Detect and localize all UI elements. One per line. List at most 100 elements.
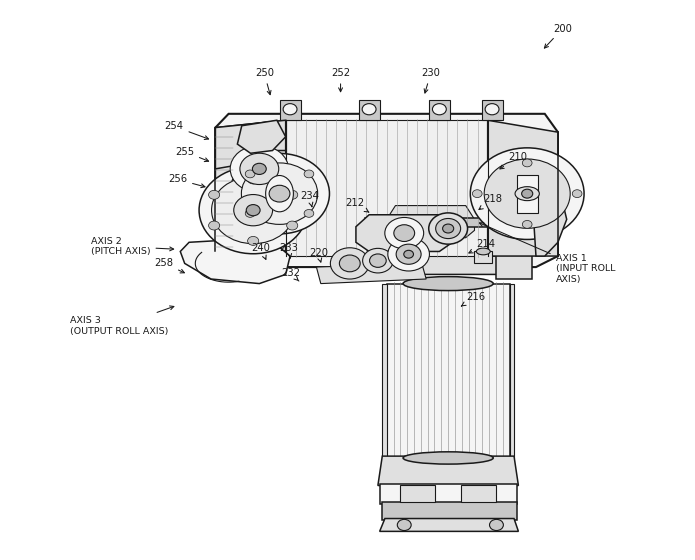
Circle shape bbox=[522, 189, 533, 198]
Circle shape bbox=[229, 153, 329, 234]
Circle shape bbox=[241, 163, 318, 225]
Circle shape bbox=[471, 148, 584, 240]
Polygon shape bbox=[279, 100, 301, 120]
Ellipse shape bbox=[406, 248, 420, 255]
Circle shape bbox=[370, 254, 386, 267]
Text: 230: 230 bbox=[421, 68, 440, 93]
Circle shape bbox=[246, 204, 260, 216]
Circle shape bbox=[484, 159, 570, 228]
Polygon shape bbox=[386, 283, 509, 458]
Circle shape bbox=[362, 104, 376, 115]
Circle shape bbox=[443, 224, 454, 233]
Circle shape bbox=[252, 164, 266, 175]
Circle shape bbox=[304, 170, 314, 178]
Polygon shape bbox=[382, 283, 386, 458]
Polygon shape bbox=[461, 486, 496, 502]
Circle shape bbox=[304, 209, 314, 217]
Circle shape bbox=[247, 175, 259, 184]
Text: 254: 254 bbox=[165, 122, 208, 139]
Circle shape bbox=[199, 167, 307, 254]
Text: 210: 210 bbox=[500, 152, 527, 169]
Text: 218: 218 bbox=[479, 194, 502, 209]
Circle shape bbox=[432, 104, 446, 115]
Circle shape bbox=[385, 217, 424, 249]
Circle shape bbox=[404, 250, 414, 258]
Circle shape bbox=[394, 225, 415, 241]
Text: 234: 234 bbox=[300, 191, 319, 207]
Circle shape bbox=[436, 218, 461, 239]
Circle shape bbox=[339, 255, 360, 272]
Text: 250: 250 bbox=[255, 68, 274, 95]
Polygon shape bbox=[286, 120, 488, 256]
Circle shape bbox=[230, 146, 288, 192]
Polygon shape bbox=[379, 519, 518, 531]
Text: 258: 258 bbox=[154, 258, 184, 273]
Polygon shape bbox=[404, 251, 422, 263]
Polygon shape bbox=[382, 502, 516, 520]
Polygon shape bbox=[386, 206, 475, 237]
Circle shape bbox=[269, 185, 290, 202]
Circle shape bbox=[245, 170, 255, 178]
Circle shape bbox=[245, 209, 255, 217]
Polygon shape bbox=[509, 283, 514, 458]
Polygon shape bbox=[215, 120, 286, 256]
Polygon shape bbox=[400, 486, 435, 502]
Text: 220: 220 bbox=[309, 248, 328, 262]
Ellipse shape bbox=[403, 452, 493, 464]
Circle shape bbox=[398, 519, 411, 530]
Circle shape bbox=[523, 221, 532, 228]
Circle shape bbox=[234, 194, 272, 226]
Circle shape bbox=[211, 176, 295, 244]
Text: 240: 240 bbox=[252, 242, 270, 259]
Circle shape bbox=[396, 244, 421, 264]
Circle shape bbox=[208, 221, 220, 230]
Polygon shape bbox=[359, 100, 379, 120]
Text: 200: 200 bbox=[544, 24, 572, 48]
Circle shape bbox=[330, 248, 369, 279]
Polygon shape bbox=[516, 175, 538, 213]
Circle shape bbox=[286, 190, 297, 199]
Ellipse shape bbox=[515, 186, 539, 200]
Polygon shape bbox=[180, 237, 290, 283]
Polygon shape bbox=[496, 220, 532, 279]
Polygon shape bbox=[379, 484, 516, 504]
Ellipse shape bbox=[265, 175, 293, 212]
Circle shape bbox=[208, 190, 220, 199]
Text: 214: 214 bbox=[469, 239, 496, 253]
Polygon shape bbox=[238, 120, 286, 153]
Polygon shape bbox=[534, 194, 566, 256]
Circle shape bbox=[363, 248, 393, 273]
Circle shape bbox=[240, 153, 279, 184]
Text: 252: 252 bbox=[331, 68, 350, 92]
Polygon shape bbox=[365, 220, 400, 279]
Circle shape bbox=[485, 104, 499, 115]
Polygon shape bbox=[215, 114, 558, 267]
Circle shape bbox=[572, 190, 582, 198]
Ellipse shape bbox=[403, 277, 493, 291]
Polygon shape bbox=[378, 456, 518, 486]
Text: 256: 256 bbox=[168, 175, 205, 188]
Text: 216: 216 bbox=[461, 292, 485, 306]
Text: 233: 233 bbox=[279, 242, 298, 258]
Circle shape bbox=[283, 104, 297, 115]
Polygon shape bbox=[475, 251, 492, 263]
Polygon shape bbox=[215, 120, 286, 169]
Polygon shape bbox=[316, 263, 426, 283]
Circle shape bbox=[388, 237, 430, 271]
Ellipse shape bbox=[476, 248, 490, 255]
Polygon shape bbox=[386, 256, 509, 274]
Circle shape bbox=[429, 213, 468, 244]
Text: 255: 255 bbox=[175, 147, 208, 162]
Polygon shape bbox=[488, 120, 558, 256]
Text: AXIS 3
(OUTPUT ROLL AXIS): AXIS 3 (OUTPUT ROLL AXIS) bbox=[70, 306, 174, 335]
Text: AXIS 1
(INPUT ROLL
AXIS): AXIS 1 (INPUT ROLL AXIS) bbox=[480, 223, 615, 284]
Circle shape bbox=[489, 519, 503, 530]
Circle shape bbox=[247, 236, 259, 245]
Circle shape bbox=[286, 221, 297, 230]
Polygon shape bbox=[356, 215, 452, 251]
Polygon shape bbox=[482, 100, 502, 120]
Text: 212: 212 bbox=[345, 198, 369, 212]
Text: AXIS 2
(PITCH AXIS): AXIS 2 (PITCH AXIS) bbox=[91, 237, 174, 256]
Circle shape bbox=[473, 190, 482, 198]
Text: 232: 232 bbox=[281, 268, 300, 281]
